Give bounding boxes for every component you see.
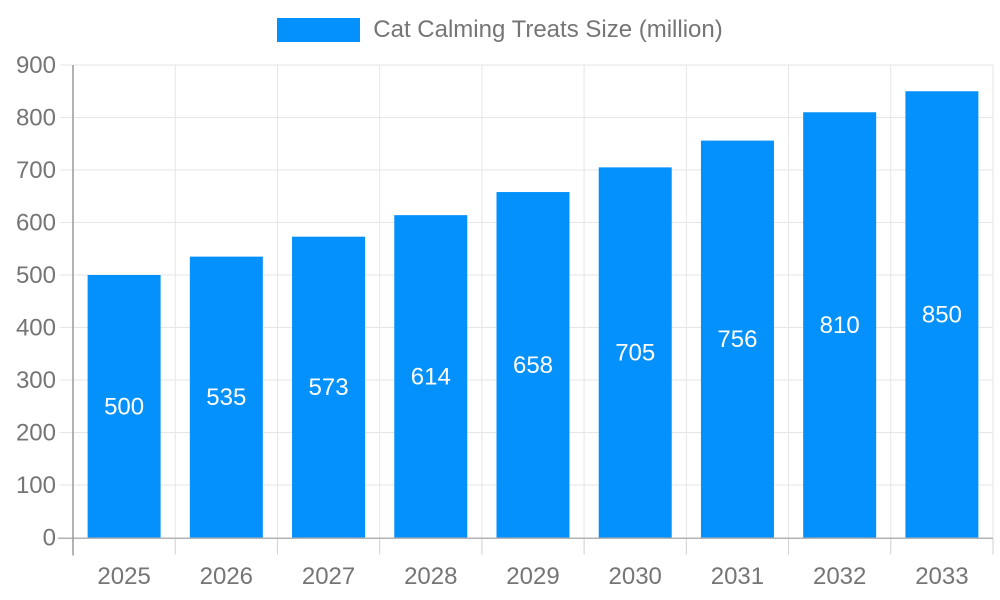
- x-tick-label: 2028: [404, 563, 457, 590]
- bar-2026[interactable]: [189, 256, 263, 538]
- bar-2027[interactable]: [292, 236, 366, 538]
- y-tick-label: 400: [16, 315, 56, 342]
- legend[interactable]: Cat Calming Treats Size (million): [0, 17, 1000, 43]
- y-tick-label: 500: [16, 262, 56, 289]
- x-tick-label: 2029: [506, 563, 559, 590]
- y-tick-label: 600: [16, 210, 56, 237]
- y-tick-label: 900: [16, 52, 56, 79]
- bar-2032[interactable]: [803, 112, 877, 538]
- x-tick-label: 2032: [813, 563, 866, 590]
- y-tick-label: 700: [16, 157, 56, 184]
- x-tick-label: 2030: [609, 563, 662, 590]
- y-tick-label: 800: [16, 105, 56, 132]
- bar-2029[interactable]: [496, 192, 570, 538]
- bar-2025[interactable]: [87, 275, 161, 538]
- y-tick-label: 100: [16, 472, 56, 499]
- bar-value-label: 850: [922, 301, 962, 328]
- x-tick-label: 2031: [711, 563, 764, 590]
- bar-2033[interactable]: [905, 91, 979, 538]
- x-tick-label: 2027: [302, 563, 355, 590]
- bar-2028[interactable]: [394, 215, 468, 538]
- legend-swatch: [277, 18, 361, 42]
- x-tick-label: 2033: [915, 563, 968, 590]
- bar-2030[interactable]: [598, 167, 672, 538]
- bar-value-label: 535: [206, 384, 246, 411]
- y-tick-label: 200: [16, 420, 56, 447]
- x-tick-label: 2026: [200, 563, 253, 590]
- legend-label: Cat Calming Treats Size (million): [373, 16, 723, 43]
- bar-value-label: 573: [309, 374, 349, 401]
- bar-value-label: 705: [615, 339, 655, 366]
- y-tick-label: 0: [43, 525, 56, 552]
- bar-value-label: 810: [820, 312, 860, 339]
- bar-value-label: 658: [513, 352, 553, 379]
- bar-value-label: 614: [411, 363, 451, 390]
- bar-value-label: 500: [104, 393, 144, 420]
- bar-2031[interactable]: [700, 140, 774, 538]
- y-tick-label: 300: [16, 367, 56, 394]
- x-tick-label: 2025: [97, 563, 150, 590]
- bar-value-label: 756: [717, 326, 757, 353]
